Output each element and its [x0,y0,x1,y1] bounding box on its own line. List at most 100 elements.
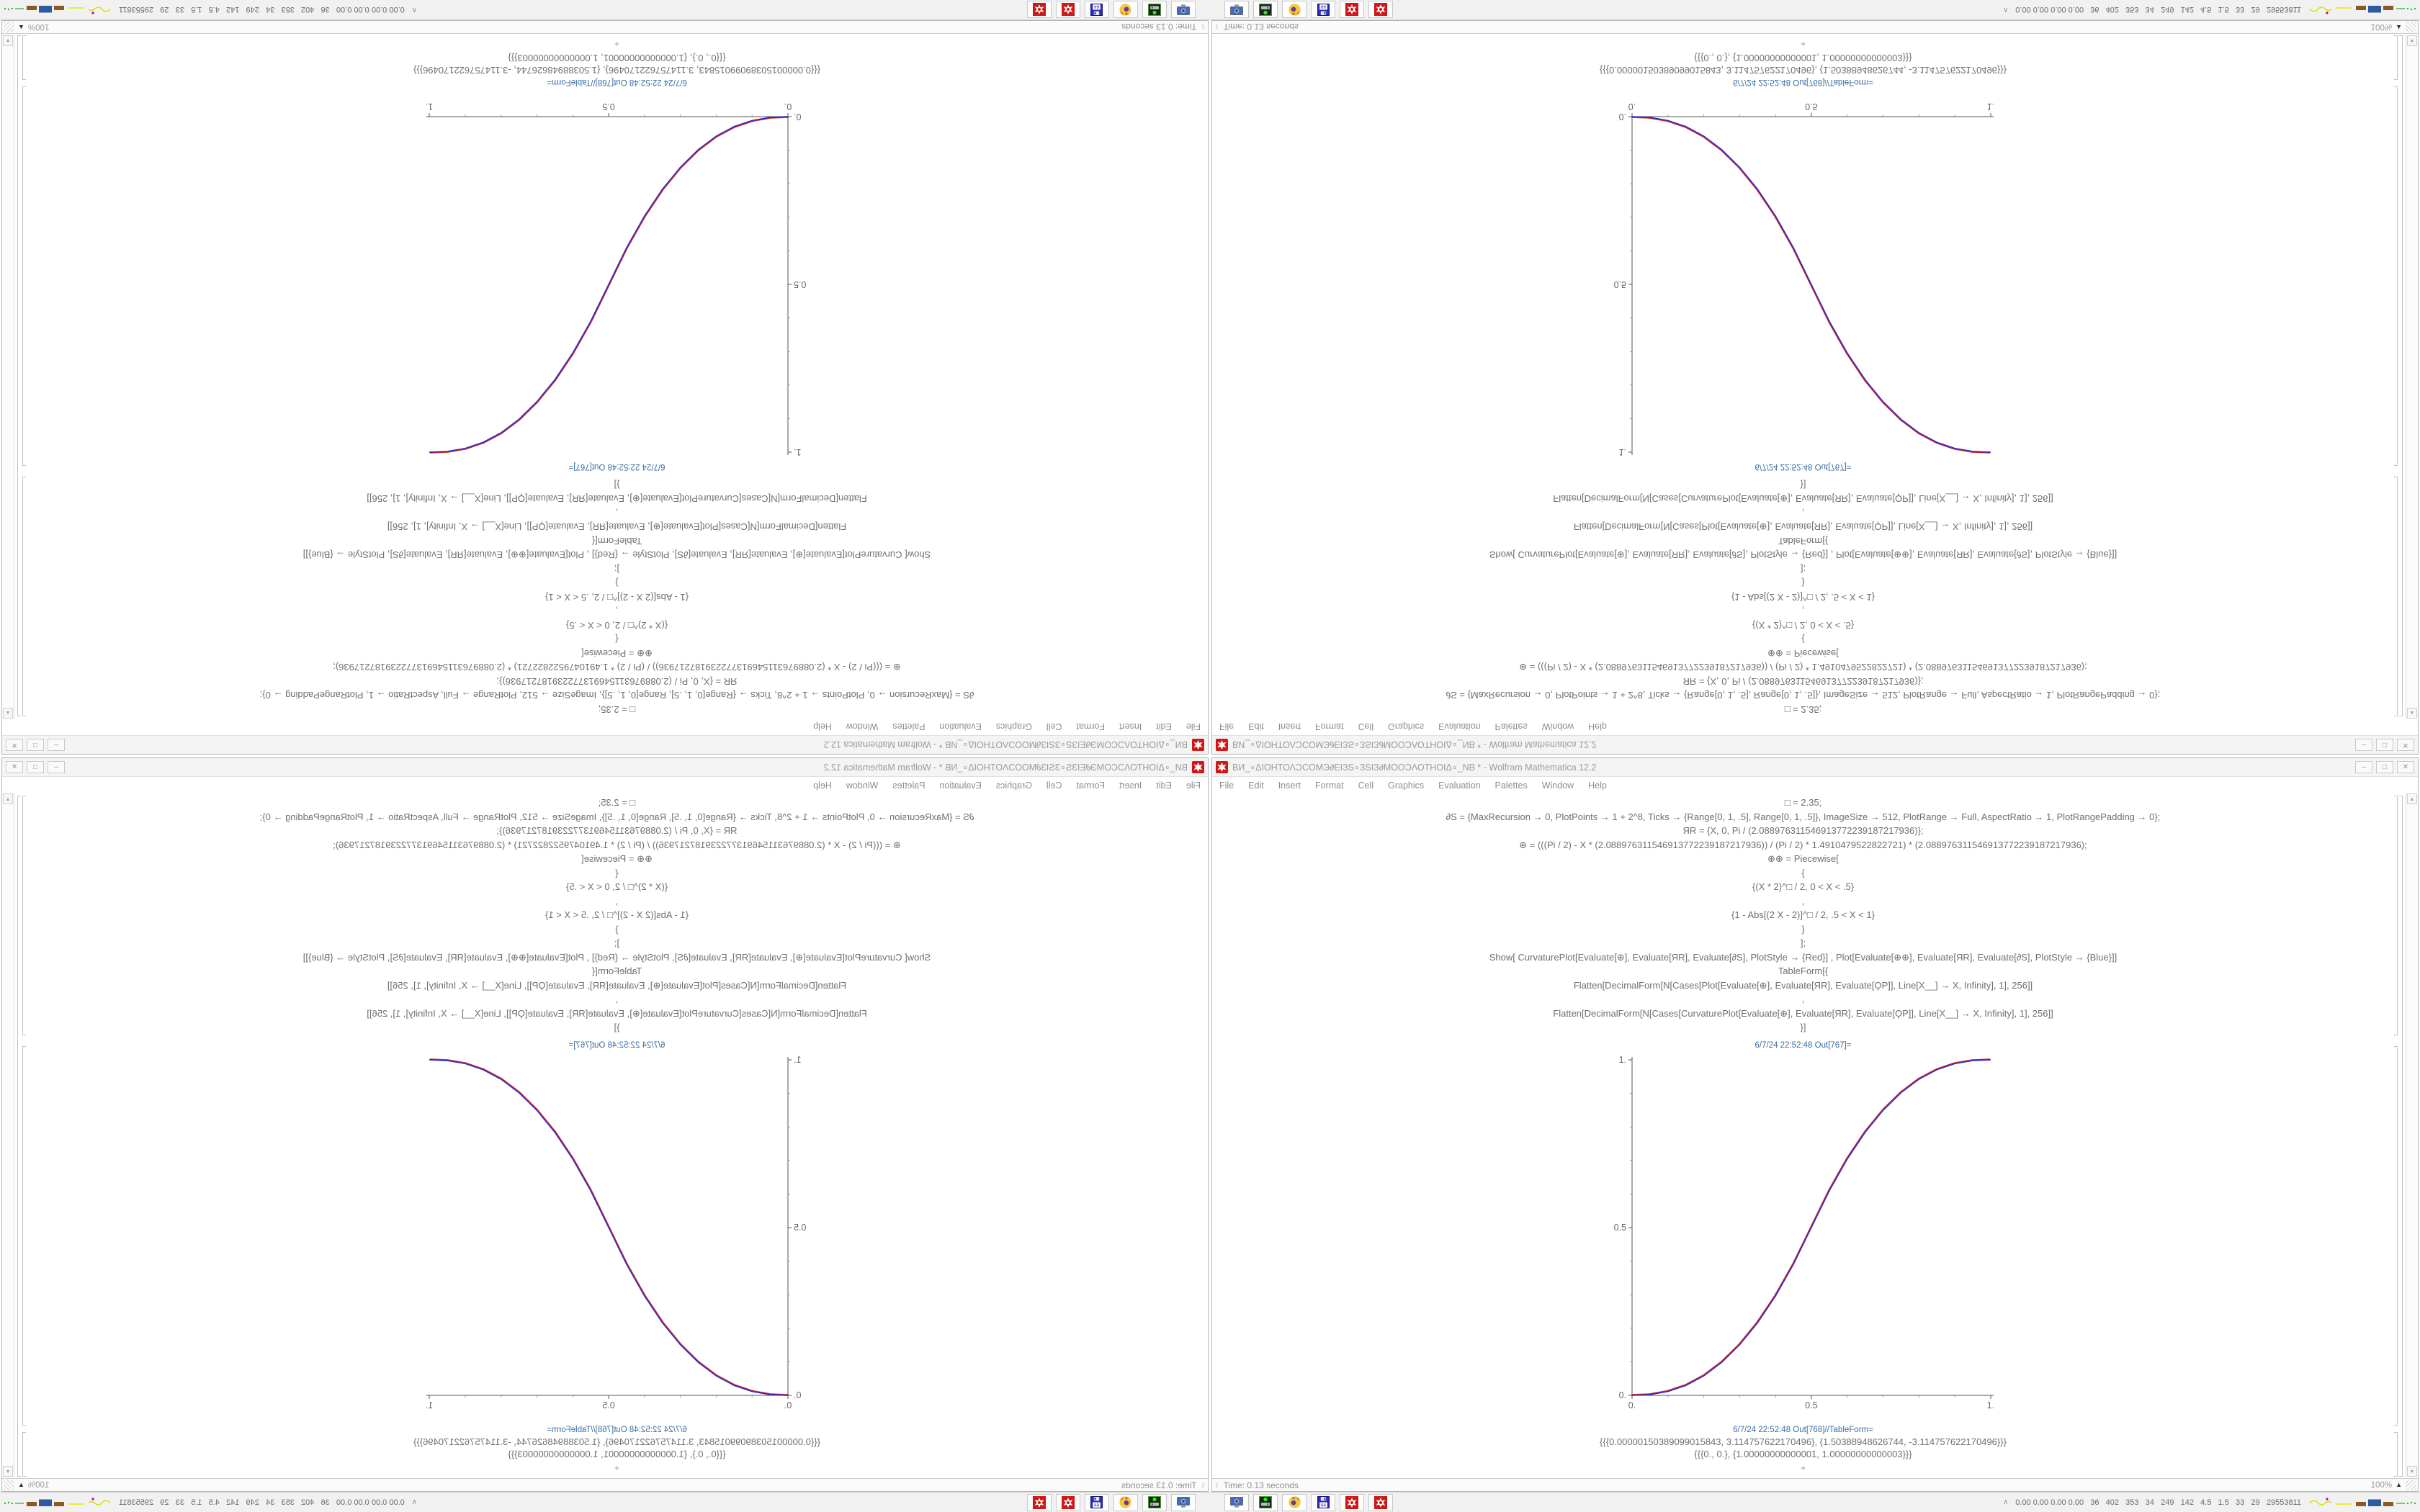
code-line[interactable]: { [1801,634,1805,645]
taskbar-mathematica-2-button[interactable] [1027,1,1052,19]
code-line[interactable]: ⊕⊕ = Piecewise[ [581,853,653,864]
code-line[interactable]: , [1801,606,1805,617]
menu-item-edit[interactable]: Edit [1156,721,1172,732]
taskbar-floppy-64-button[interactable]: 64 [1311,1493,1335,1511]
close-button[interactable]: ✕ [2397,761,2414,773]
code-line[interactable]: ⊕ = (((Pi / 2) - X * (2.0889763115469137… [1519,839,2087,850]
menu-item-insert[interactable]: Insert [1278,780,1301,791]
code-line[interactable]: { [615,867,619,878]
tray-expand-icon[interactable]: ∧ [2002,6,2009,14]
magnification-value[interactable]: 100% [27,1480,50,1490]
code-line[interactable]: } [1801,923,1805,935]
tray-expand-icon[interactable]: ∧ [411,6,418,14]
code-line[interactable]: Flatten[DecimalForm[N[Cases[CurvaturePlo… [1553,1007,2053,1019]
code-line[interactable]: ∂S = {MaxRecursion → 0, PlotPoints → 1 +… [1446,811,2161,822]
taskbar-screenshot-tool-button[interactable] [1171,1493,1196,1511]
window-titlebar[interactable]: ВИ_∘ΔΙΟΗΤΟΛϽCOMЭ∂ΕΙЗS∘ЗSΙЗ∂MOOϽΛΟΤΗΟΙΔ∘_… [2,758,1208,777]
cell-bracket[interactable] [22,796,26,1035]
code-line[interactable]: ⊕⊕ = Piecewise[ [581,648,653,659]
minimize-button[interactable]: – [2355,761,2372,773]
code-line[interactable]: Flatten[DecimalForm[N[Cases[Plot[Evaluat… [387,521,847,533]
code-line[interactable]: Flatten[DecimalForm[N[Cases[Plot[Evaluat… [1573,979,2033,991]
close-button[interactable]: ✕ [2397,739,2414,751]
code-line[interactable]: ⊕⊕ = Piecewise[ [1767,648,1839,659]
code-line[interactable]: ЯR = {X, 0, Pi / (2.08897631154691377223… [1682,676,1924,687]
window-titlebar[interactable]: ВИ_∘ΔΙΟΗΤΟΛϽCOMЭ∂ΕΙЗS∘ЗSΙЗ∂MOOϽΛΟΤΗΟΙΔ∘_… [1212,735,2418,754]
taskbar-drive-vm-button[interactable] [1253,1,1278,19]
scroll-down-icon[interactable]: ▾ [2407,35,2417,46]
taskbar-mathematica-1-button[interactable] [1056,1,1080,19]
system-tray[interactable]: ∧ 0.00 0.00 0.00 0.00 36 402 353 34 249 … [2003,0,2420,19]
taskbar-drive-vm-button[interactable] [1142,1493,1167,1511]
menu-item-window[interactable]: Window [1541,721,1574,732]
cell-bracket[interactable] [2394,796,2398,1035]
magnification-dropdown-icon[interactable]: ▲ [2396,1481,2402,1488]
notebook-content[interactable]: □ = 2.35; ∂S = {MaxRecursion → 0, PlotPoi… [27,35,1207,719]
taskbar-screenshot-tool-button[interactable] [1171,1,1196,19]
menu-item-palettes[interactable]: Palettes [1494,780,1528,791]
code-line[interactable]: {(X * 2)^□ / 2, 0 < X < .5} [565,620,668,631]
scroll-down-icon[interactable]: ▾ [3,35,13,46]
taskbar-mathematica-1-button[interactable] [1340,1,1364,19]
minimize-button[interactable]: – [48,739,65,751]
taskbar-firefox-button[interactable] [1282,1,1307,19]
menu-item-graphics[interactable]: Graphics [1388,721,1425,732]
code-line[interactable]: ⊕ = (((Pi / 2) - X * (2.0889763115469137… [333,839,901,850]
taskbar-mathematica-2-button[interactable] [1027,1493,1052,1511]
magnification-dropdown-icon[interactable]: ▲ [18,1481,24,1488]
vertical-scrollbar[interactable]: ▴ ▾ [2,793,14,1477]
vertical-scrollbar[interactable]: ▴ ▾ [2406,35,2418,719]
code-line[interactable]: Flatten[DecimalForm[N[Cases[CurvaturePlo… [367,493,867,505]
code-line[interactable]: {(X * 2)^□ / 2, 0 < X < .5} [1752,881,1855,892]
code-line[interactable]: , [615,606,619,617]
code-line[interactable]: □ = 2.35; [1784,704,1822,715]
cell-bracket[interactable] [2394,35,2398,80]
code-line[interactable]: ∂S = {MaxRecursion → 0, PlotPoints → 1 +… [259,811,974,822]
cell-bracket[interactable] [22,477,26,716]
scroll-up-icon[interactable]: ▴ [3,708,13,719]
magnification-dropdown-icon[interactable]: ▲ [2396,24,2402,31]
menu-item-file[interactable]: File [1186,780,1201,791]
code-line[interactable]: }] [614,1022,620,1032]
close-button[interactable]: ✕ [6,761,23,773]
menu-item-evaluation[interactable]: Evaluation [939,780,982,791]
taskbar-floppy-64-button[interactable]: 64 [1311,1,1335,19]
maximize-button[interactable]: □ [27,761,44,773]
cell-bracket[interactable] [22,35,26,80]
taskbar-mathematica-1-button[interactable] [1056,1493,1080,1511]
code-line[interactable]: }] [614,480,620,490]
maximize-button[interactable]: □ [2376,761,2393,773]
code-line[interactable]: ⊕ = (((Pi / 2) - X * (2.0889763115469137… [333,662,901,673]
code-line[interactable]: {1 - Abs[(2 X - 2)]^□ / 2, .5 < X < 1} [545,592,689,603]
system-tray[interactable]: ∧ 0.00 0.00 0.00 0.00 36 402 353 34 249 … [0,0,417,19]
menu-item-file[interactable]: File [1219,721,1234,732]
resize-grip[interactable] [2406,1480,2416,1490]
code-line[interactable]: □ = 2.35; [598,797,636,808]
code-line[interactable]: Show[ CurvaturePlot[Evaluate[⊕], Evaluat… [302,951,931,963]
menu-item-graphics[interactable]: Graphics [995,721,1032,732]
cell-bracket[interactable] [22,1046,26,1426]
cell-bracket[interactable] [2394,477,2398,716]
menu-item-help[interactable]: Help [1588,780,1607,791]
code-line[interactable]: }] [1800,1022,1806,1032]
magnification-dropdown-icon[interactable]: ▲ [18,24,24,31]
code-line[interactable]: , [1801,994,1805,1004]
magnification-value[interactable]: 100% [2370,1480,2393,1490]
cell-bracket[interactable] [2394,86,2398,466]
menu-item-palettes[interactable]: Palettes [1494,721,1528,732]
notebook-content[interactable]: □ = 2.35; ∂S = {MaxRecursion → 0, PlotPoi… [1213,793,2393,1477]
code-line[interactable]: }] [1800,480,1806,490]
menu-item-file[interactable]: File [1219,780,1234,791]
cell-group-bracket[interactable] [2399,35,2403,716]
code-line[interactable]: ЯR = {X, 0, Pi / (2.08897631154691377223… [496,825,738,836]
menu-item-graphics[interactable]: Graphics [1388,780,1425,791]
menu-item-insert[interactable]: Insert [1278,721,1301,732]
menu-item-evaluation[interactable]: Evaluation [939,721,982,732]
menu-item-graphics[interactable]: Graphics [995,780,1032,791]
tray-expand-icon[interactable]: ∧ [2002,1498,2009,1506]
taskbar-firefox-button[interactable] [1113,1493,1138,1511]
code-line[interactable]: Show[ CurvaturePlot[Evaluate[⊕], Evaluat… [1489,951,2118,963]
code-line[interactable]: TableForm[{ [1778,966,1829,976]
menu-item-cell[interactable]: Cell [1358,721,1374,732]
window-titlebar[interactable]: ВИ_∘ΔΙΟΗΤΟΛϽCOMЭ∂ΕΙЗS∘ЗSΙЗ∂MOOϽΛΟΤΗΟΙΔ∘_… [1212,758,2418,777]
